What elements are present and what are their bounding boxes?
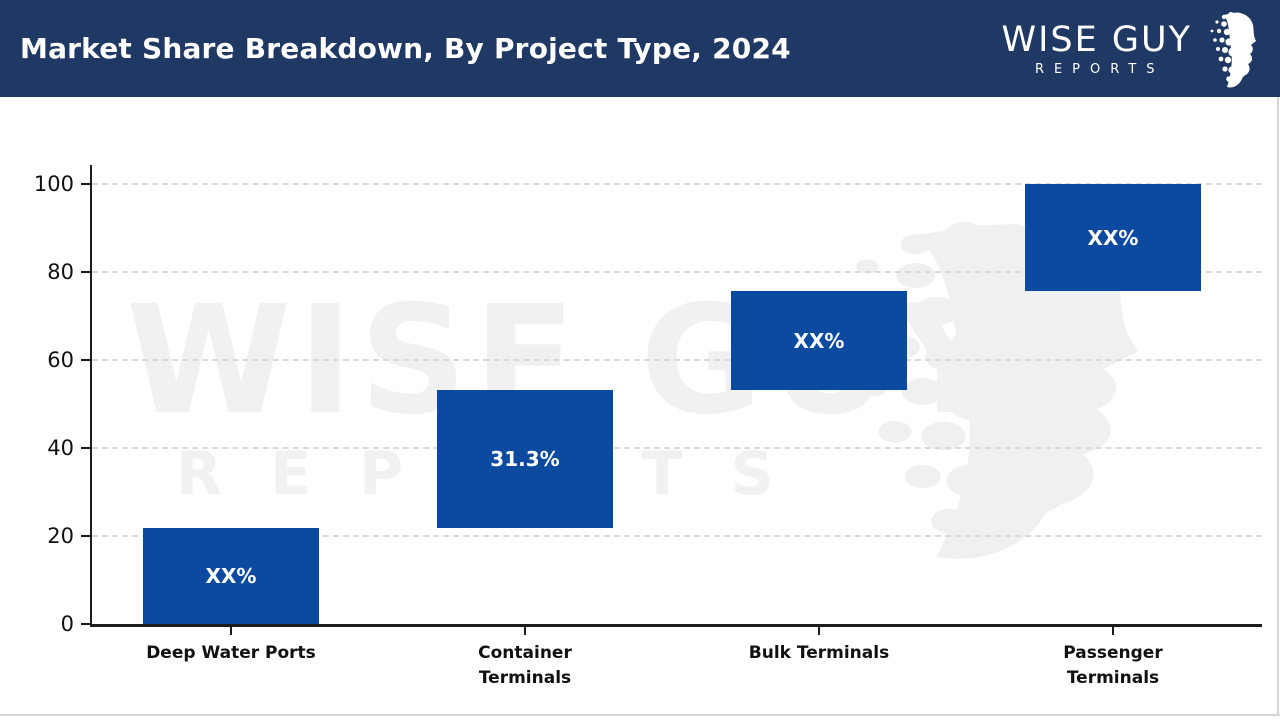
bar: XX% <box>731 291 907 391</box>
y-tick-mark <box>81 623 90 625</box>
bottom-divider <box>0 714 1280 716</box>
logo-wordmark: WISE GUY <box>1001 20 1192 60</box>
grid-line <box>92 359 1262 361</box>
y-tick-label: 60 <box>47 348 74 372</box>
logo-text: WISE GUY REPORTS <box>1001 20 1192 77</box>
x-tick-mark <box>818 627 820 635</box>
y-tick-label: 20 <box>47 524 74 548</box>
bar: 31.3% <box>437 390 613 529</box>
grid-line <box>92 447 1262 449</box>
y-tick-label: 80 <box>47 260 74 284</box>
x-tick-mark <box>230 627 232 635</box>
x-tick-mark <box>1112 627 1114 635</box>
y-tick-label: 0 <box>60 612 74 636</box>
bar: XX% <box>1025 184 1201 292</box>
y-tick-mark <box>81 183 90 185</box>
bar-label: 31.3% <box>490 447 560 472</box>
plot-area: 0 20 40 60 80 100 XX% Deep Water Ports 31.3% Cont… <box>34 165 1262 688</box>
bar-label: XX% <box>793 328 845 353</box>
y-tick-label: 40 <box>47 436 74 460</box>
grid-line <box>92 183 1262 185</box>
right-divider <box>1277 97 1279 716</box>
x-tick-mark <box>524 627 526 635</box>
y-tick-mark <box>81 447 90 449</box>
bar: XX% <box>143 528 319 624</box>
logo-head-icon <box>1194 10 1266 94</box>
bar-label: XX% <box>205 564 257 589</box>
x-category-label: Container Terminals <box>478 643 572 688</box>
x-category-label: Passenger Terminals <box>1063 643 1163 688</box>
grid-line <box>92 535 1262 537</box>
y-tick-label: 100 <box>33 172 74 196</box>
bar-label: XX% <box>1087 225 1139 250</box>
logo-subtitle: REPORTS <box>1034 62 1165 77</box>
y-tick-mark <box>81 359 90 361</box>
page-title: Market Share Breakdown, By Project Type,… <box>20 32 791 65</box>
y-tick-mark <box>81 535 90 537</box>
grid-line <box>92 271 1262 273</box>
wise-guy-logo: WISE GUY REPORTS <box>1001 6 1266 94</box>
x-category-label: Bulk Terminals <box>748 643 890 663</box>
x-category-label: Deep Water Ports <box>146 643 316 663</box>
header-bar: Market Share Breakdown, By Project Type,… <box>0 0 1280 97</box>
y-tick-mark <box>81 271 90 273</box>
